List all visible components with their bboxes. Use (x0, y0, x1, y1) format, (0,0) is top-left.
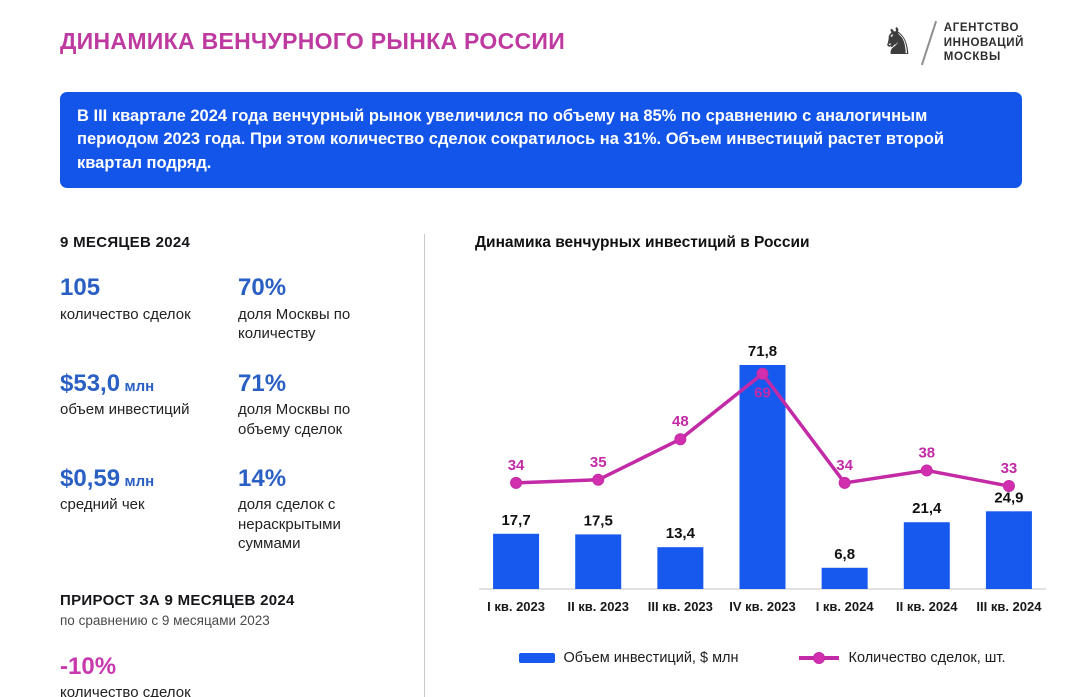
vertical-divider (424, 234, 425, 697)
legend-item-deals: Количество сделок, шт. (797, 650, 1006, 666)
stats-panel: 9 МЕСЯЦЕВ 2024 105 количество сделок 70%… (60, 234, 408, 697)
line-point (674, 433, 687, 446)
content: 9 МЕСЯЦЕВ 2024 105 количество сделок 70%… (0, 188, 1080, 697)
stat-undisclosed-share: 14% доля сделок с нераскрытыми суммами (238, 465, 408, 554)
line-point (1002, 480, 1015, 493)
line-value-label: 48 (672, 414, 689, 431)
stat-label: доля Москвы по количеству (238, 305, 351, 343)
bar-value-label: 17,5 (584, 513, 613, 530)
line-point (838, 477, 851, 490)
line-value-label: 35 (590, 454, 607, 471)
stat-unit: млн (124, 473, 155, 491)
growth-deal-count: -10% количество сделок (60, 652, 408, 697)
bar (657, 547, 704, 590)
summary-banner: В III квартале 2024 года венчурный рынок… (60, 92, 1022, 189)
stat-label: средний чек (60, 496, 145, 514)
stat-moscow-share-volume: 71% доля Москвы по объему сделок (238, 369, 408, 439)
line-value-label: 34 (508, 457, 525, 474)
line-value-label: 69 (754, 385, 771, 402)
bar (739, 365, 786, 590)
agency-logo: ♞ АГЕНТСТВО ИННОВАЦИЙ МОСКВЫ (881, 20, 1024, 66)
stat-unit: млн (124, 377, 155, 395)
logo-slash (921, 20, 937, 66)
page-title: ДИНАМИКА ВЕНЧУРНОГО РЫНКА РОССИИ (60, 28, 566, 54)
stat-investment-volume: $53,0 млн объем инвестиций (60, 369, 238, 439)
stat-value: 71% (238, 369, 287, 397)
line-point (756, 367, 769, 380)
stat-moscow-share-count: 70% доля Москвы по количеству (238, 275, 408, 343)
growth-label: количество сделок (60, 684, 191, 697)
venture-chart: 17,7 I кв. 2023 17,5 II кв. 2023 13,4 III кв.… (479, 343, 1046, 614)
bar-value-label: 24,9 (994, 490, 1023, 507)
x-axis-label: IV кв. 2023 (729, 599, 796, 614)
legend-label: Объем инвестиций, $ млн (563, 650, 739, 667)
stat-label: количество сделок (60, 305, 191, 323)
bar-value-label: 21,4 (912, 500, 942, 517)
line-point (592, 474, 605, 487)
line-point (510, 477, 523, 490)
bar-swatch-icon (519, 653, 556, 664)
bar (575, 534, 622, 590)
legend-item-investments: Объем инвестиций, $ млн (519, 650, 739, 667)
x-axis-label: III кв. 2023 (648, 599, 713, 614)
chart-legend: Объем инвестиций, $ млн Количество сдело… (475, 650, 1050, 666)
bar-value-label: 71,8 (748, 343, 777, 360)
stat-label: доля сделок с нераскрытыми суммами (238, 496, 341, 553)
logo-line: АГЕНТСТВО (943, 21, 1020, 34)
period-heading: 9 МЕСЯЦЕВ 2024 (60, 234, 191, 252)
legend-label: Количество сделок, шт. (848, 650, 1006, 667)
summary-banner-text: В III квартале 2024 года венчурный рынок… (77, 107, 945, 172)
logo-line: ИННОВАЦИЙ (943, 36, 1024, 49)
bar (493, 534, 540, 590)
stat-label: объем инвестиций (60, 401, 190, 419)
x-axis-label: I кв. 2023 (487, 599, 545, 614)
stat-value: 70% (238, 274, 287, 302)
chart-panel: Динамика венчурных инвестиций в России 1… (425, 234, 1080, 697)
logo-line: МОСКВЫ (943, 51, 1001, 64)
growth-value: -10% (60, 652, 117, 680)
growth-subheading: по сравнению с 9 месяцами 2023 (60, 612, 270, 628)
bar-value-label: 13,4 (666, 525, 696, 542)
stat-value: 14% (238, 465, 287, 493)
line-point (920, 464, 933, 477)
stat-value: 105 (60, 274, 101, 302)
legend-dot (812, 652, 825, 665)
bar (821, 568, 868, 590)
growth-section: ПРИРОСТ ЗА 9 МЕСЯЦЕВ 2024 по сравнению с… (60, 592, 408, 697)
stat-value: $0,59 (60, 465, 121, 493)
period-stats-grid: 105 количество сделок 70% доля Москвы по… (60, 275, 408, 554)
bar (903, 522, 950, 590)
chart-title: Динамика венчурных инвестиций в России (475, 234, 810, 252)
growth-heading: ПРИРОСТ ЗА 9 МЕСЯЦЕВ 2024 (60, 591, 295, 609)
x-axis-label: I кв. 2024 (816, 599, 875, 614)
stat-average-check: $0,59 млн средний чек (60, 465, 238, 554)
line-value-label: 34 (836, 457, 853, 474)
x-axis-label: III кв. 2024 (976, 599, 1042, 614)
stat-value: $53,0 (60, 369, 121, 397)
stat-label: доля Москвы по объему сделок (238, 401, 351, 438)
line-value-label: 33 (1001, 460, 1018, 477)
bar (985, 511, 1032, 590)
bar-value-label: 6,8 (834, 546, 855, 563)
line-swatch-icon (798, 652, 839, 665)
line-value-label: 38 (918, 445, 935, 462)
bar-value-label: 17,7 (501, 512, 530, 529)
x-axis-label: II кв. 2024 (896, 599, 958, 614)
moscow-emblem-icon: ♞ (881, 20, 915, 62)
logo-text: АГЕНТСТВО ИННОВАЦИЙ МОСКВЫ (944, 21, 1024, 66)
header: ДИНАМИКА ВЕНЧУРНОГО РЫНКА РОССИИ ♞ АГЕНТ… (0, 0, 1080, 92)
stat-deal-count: 105 количество сделок (60, 275, 238, 343)
x-axis-label: II кв. 2023 (567, 599, 628, 614)
